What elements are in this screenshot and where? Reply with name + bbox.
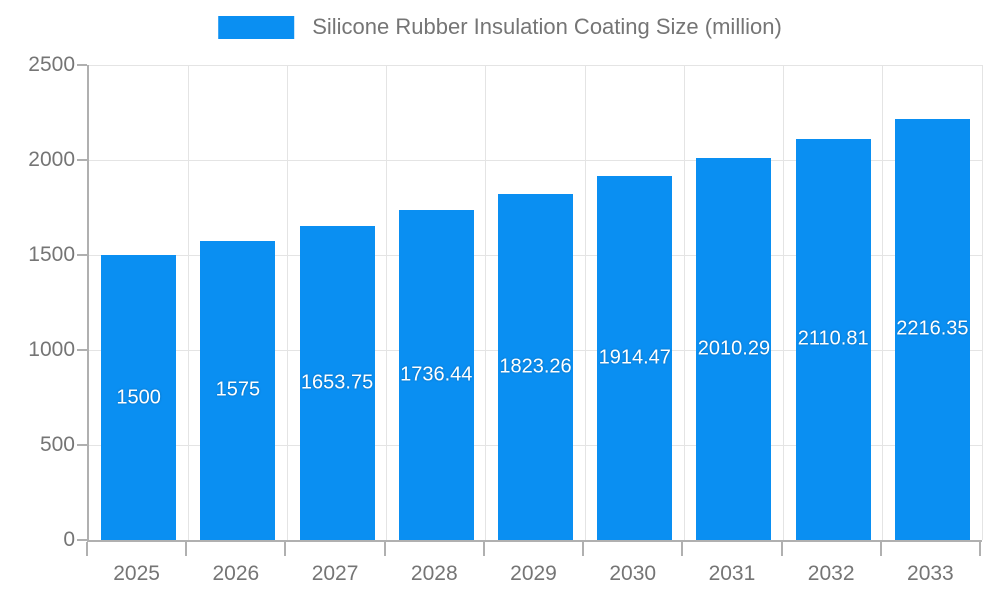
y-axis-tick-label: 1000 [28,338,75,361]
gridline-vertical [981,65,983,540]
x-axis-tick-mark [879,542,882,556]
gridline-vertical [187,65,189,540]
legend: Silicone Rubber Insulation Coating Size … [218,14,782,40]
y-axis-tick-label: 2500 [28,53,75,76]
x-axis-tick-mark [681,542,684,556]
x-axis-tick-label: 2028 [410,562,458,585]
gridline-vertical [783,65,785,540]
x-axis-tick-label: 2029 [510,562,557,585]
x-axis-tick-mark [86,542,88,556]
y-axis-tick-mark [77,159,87,161]
x-axis-tick-label: 2027 [311,562,359,585]
gridline-horizontal [89,64,982,66]
y-axis-tick-label: 0 [63,528,75,551]
plot-area: 1500 1575 1653.75 1736.44 1823.26 1914.47 2010… [87,64,983,542]
y-axis-tick-label: 1500 [28,243,75,266]
gridline-vertical [683,65,685,540]
x-axis-tick-mark [979,542,981,556]
bar-2031 [696,158,772,540]
bar-2033 [894,118,970,540]
bar-2030 [597,176,673,540]
bar-2028 [398,210,474,540]
y-axis-tick-mark [77,444,87,446]
bar-2029 [498,193,573,540]
legend-label: Silicone Rubber Insulation Coating Size … [312,14,782,39]
x-axis-tick-mark [582,542,585,556]
bar-2026 [200,240,276,540]
x-axis-tick-label: 2032 [807,562,855,585]
gridline-vertical [286,65,288,540]
x-axis-tick-label: 2033 [907,562,954,585]
gridline-vertical [882,65,884,540]
x-axis-tick-mark [185,542,188,556]
y-axis-tick-mark [77,539,87,541]
y-axis-tick-label: 500 [39,433,75,456]
gridline-vertical [485,65,487,540]
x-axis-tick-mark [383,542,386,556]
bar-2025 [101,255,177,540]
x-axis-tick-label: 2025 [113,562,160,585]
gridline-vertical [386,65,388,540]
bar-2027 [299,225,375,540]
bar-2032 [795,138,871,540]
y-axis-tick-mark [77,64,87,66]
legend-swatch [218,15,295,39]
x-axis-tick-mark [284,542,287,556]
gridline-horizontal [89,159,982,161]
x-axis-tick-mark [482,542,485,556]
x-axis-tick-label: 2030 [609,562,657,585]
x-axis-tick-mark [780,542,783,556]
gridline-vertical [584,65,586,540]
x-axis-tick-label: 2031 [708,562,756,585]
y-axis-tick-mark [77,254,87,256]
x-axis-tick-label: 2026 [212,562,260,585]
y-axis-tick-mark [77,349,87,351]
y-axis-tick-label: 2000 [28,148,75,171]
